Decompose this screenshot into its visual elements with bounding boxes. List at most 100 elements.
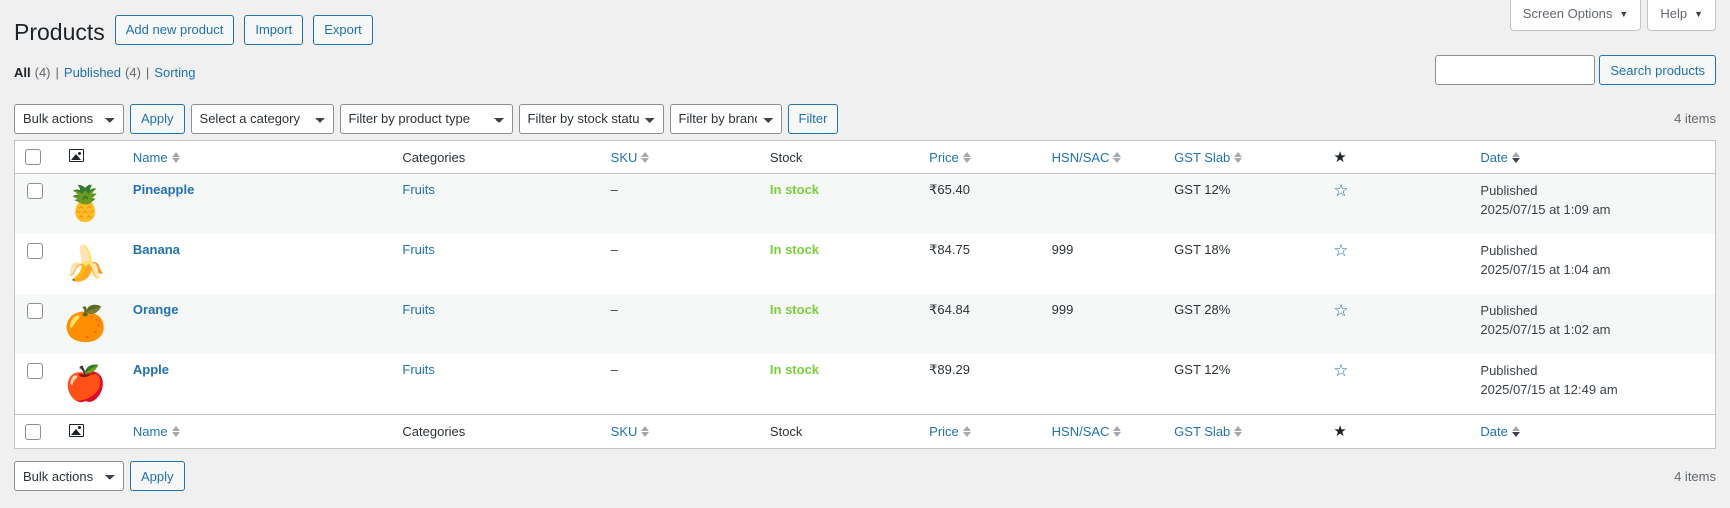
sort-by-sku-link[interactable]: SKU [611,150,650,165]
row-checkbox[interactable] [27,183,43,200]
apply-button-top[interactable]: Apply [130,103,185,134]
row-categories-cell: Fruits [392,294,600,354]
name-column-footer[interactable]: Name [122,414,393,449]
bulk-actions-group-top: Bulk actions Apply Select a category Fil… [14,103,839,134]
products-table: Name Categories SKU Stock [14,139,1716,450]
product-type-filter-select[interactable]: Filter by product type [339,103,513,134]
sort-by-price-link[interactable]: Price [929,150,971,165]
pineapple-thumbnail: 🍍 [63,182,107,226]
select-all-checkbox-bottom[interactable] [25,424,41,441]
row-price-cell: ₹64.84 [929,302,970,318]
hsn-column-footer[interactable]: HSN/SAC [1041,414,1165,449]
row-price-cell: ₹89.29 [929,362,970,378]
date-column-header[interactable]: Date [1470,140,1716,175]
sort-by-gst-link[interactable]: GST Slab [1174,424,1243,439]
status-filter-all-link[interactable]: All [14,64,31,80]
price-column-label: Price [929,149,959,165]
hsn-column-header[interactable]: HSN/SAC [1041,140,1165,175]
stock-column-header: Stock [759,140,920,175]
product-name-link[interactable]: Banana [132,242,180,258]
row-checkbox[interactable] [27,243,43,260]
categories-column-header: Categories [392,140,601,175]
thumbnail-footer [59,414,123,449]
sku-column-footer[interactable]: SKU [600,414,760,449]
help-button[interactable]: Help ▼ [1647,0,1716,31]
row-hsn-cell [1042,174,1165,235]
row-sku-cell: – [610,362,618,378]
bulk-actions-select-top[interactable]: Bulk actions [14,103,124,134]
post-date: 2025/07/15 at 1:02 am [1480,322,1611,338]
table-footer-row: Name Categories SKU Stock [14,414,1716,449]
category-link[interactable]: Fruits [402,242,435,258]
product-name-link[interactable]: Pineapple [132,182,195,198]
filter-button[interactable]: Filter [787,103,839,134]
sku-column-header[interactable]: SKU [600,140,760,175]
row-categories-cell: Fruits [392,234,600,294]
sort-by-gst-link[interactable]: GST Slab [1174,150,1243,165]
sort-by-name-link[interactable]: Name [133,150,180,165]
sort-by-sku-link[interactable]: SKU [611,424,650,439]
import-button[interactable]: Import [244,15,304,46]
thumbnail-glyph: 🍍 [64,185,107,224]
sort-by-price-link[interactable]: Price [929,424,971,439]
sort-indicator-icon [641,426,650,438]
category-link[interactable]: Fruits [402,182,435,198]
gst-column-footer[interactable]: GST Slab [1164,414,1324,449]
status-filter-published[interactable]: Published (4) | [64,60,154,86]
stock-status: In stock [769,362,820,378]
search-input[interactable] [1435,55,1596,85]
row-sku-cell: – [610,302,618,318]
table-row: 🍎 Apple Fruits – In stock ₹89.29 GST 12%… [14,354,1716,415]
add-new-product-button[interactable]: Add new product [114,15,235,46]
stock-status-filter-select[interactable]: Filter by stock status [518,103,664,134]
search-products-button[interactable]: Search products [1599,55,1716,85]
sort-by-name-link[interactable]: Name [133,424,180,439]
select-all-checkbox-top[interactable] [25,149,41,166]
featured-star-icon[interactable]: ☆ [1333,181,1349,201]
sort-by-date-link[interactable]: Date [1480,150,1520,165]
category-link[interactable]: Fruits [402,362,435,378]
row-checkbox[interactable] [27,363,43,380]
product-name-link[interactable]: Orange [132,302,179,318]
featured-star-icon[interactable]: ☆ [1333,241,1349,261]
category-filter-select[interactable]: Select a category [190,103,334,134]
sort-by-hsn-link[interactable]: HSN/SAC [1052,424,1122,439]
products-table-foot: Name Categories SKU Stock [14,414,1716,449]
price-column-header[interactable]: Price [919,140,1042,175]
featured-star-icon[interactable]: ☆ [1333,301,1349,321]
apply-button-bottom[interactable]: Apply [130,461,185,492]
screen-options-button[interactable]: Screen Options ▼ [1509,0,1642,31]
row-price-cell: ₹65.40 [929,182,970,198]
name-column-header[interactable]: Name [122,140,393,175]
category-link[interactable]: Fruits [402,302,435,318]
status-filter-all[interactable]: All (4) | [14,60,64,86]
row-checkbox[interactable] [27,303,43,320]
row-gst-cell: GST 18% [1174,242,1231,258]
sort-by-hsn-link[interactable]: HSN/SAC [1052,150,1122,165]
status-filter-sorting-link[interactable]: Sorting [154,64,196,80]
post-status: Published [1480,303,1538,319]
export-button[interactable]: Export [313,15,373,46]
row-sku-cell: – [610,242,618,258]
row-sku-cell: – [610,182,618,198]
brand-filter-select[interactable]: Filter by brand [669,103,782,134]
gst-column-header[interactable]: GST Slab [1164,140,1324,175]
price-column-footer[interactable]: Price [919,414,1042,449]
row-featured-cell: ☆ [1323,234,1470,294]
sku-column-label: SKU [610,424,638,440]
sort-by-date-link[interactable]: Date [1480,424,1520,439]
hsn-column-label: HSN/SAC [1051,424,1110,440]
categories-column-label: Categories [402,424,466,440]
product-name-link[interactable]: Apple [132,362,170,378]
row-select-cell [15,234,60,294]
products-table-body: 🍍 Pineapple Fruits – In stock ₹65.40 GST… [14,173,1716,415]
status-filter-sorting[interactable]: Sorting [154,60,195,86]
star-icon: ★ [1333,423,1347,441]
post-status: Published [1480,243,1538,259]
bulk-actions-group-bottom: Bulk actions Apply [14,461,185,492]
row-date-cell: Published 2025/07/15 at 1:04 am [1470,234,1715,294]
featured-star-icon[interactable]: ☆ [1333,361,1349,381]
bulk-actions-select-bottom[interactable]: Bulk actions [14,461,124,492]
status-filter-published-link[interactable]: Published [63,64,122,80]
date-column-footer[interactable]: Date [1470,414,1716,449]
